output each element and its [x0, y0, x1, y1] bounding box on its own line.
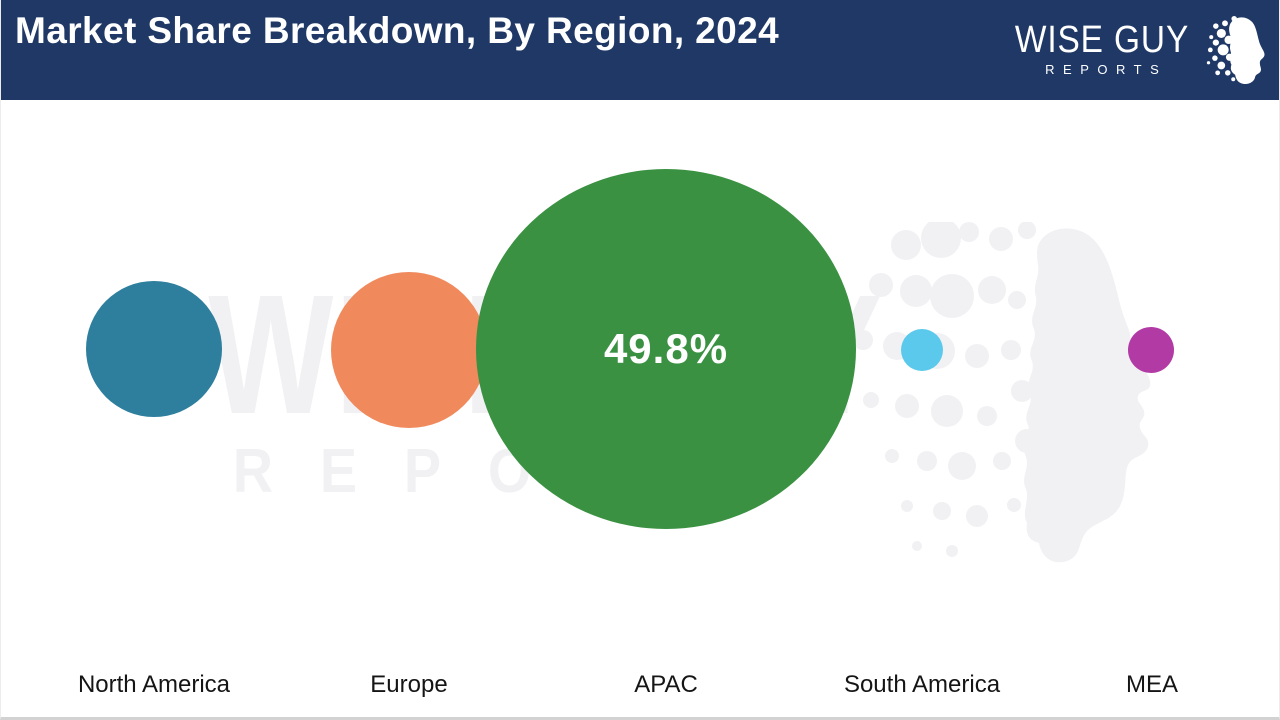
brand-name: WISE GUY: [1014, 18, 1190, 61]
brand-subtitle: REPORTS: [1045, 62, 1168, 78]
wise-guy-head-icon: [1206, 16, 1265, 85]
category-label-apac: APAC: [634, 671, 698, 698]
category-label-south-america: South America: [843, 671, 1001, 698]
bubble-europe[interactable]: [331, 272, 487, 428]
category-label-north-america: North America: [77, 671, 231, 698]
category-label-mea: MEA: [1125, 671, 1178, 698]
bubble-north-america[interactable]: [86, 281, 222, 417]
bubble-apac[interactable]: 49.8%: [476, 169, 856, 529]
header-bar: Market Share Breakdown, By Region, 2024 …: [1, 0, 1279, 100]
brand-logo: WISE GUY REPORTS: [1003, 10, 1269, 88]
bubble-mea[interactable]: [1128, 327, 1174, 373]
watermark-head-icon: [853, 222, 1151, 563]
bubble-chart: WISE GUY REPORTS: [1, 100, 1279, 717]
brand-logo-text: WISE GUY REPORTS: [1003, 18, 1201, 78]
category-label-europe: Europe: [370, 671, 448, 698]
apac-value-label: 49.8%: [603, 325, 729, 372]
bubble-south-america[interactable]: [901, 329, 943, 371]
page-title: Market Share Breakdown, By Region, 2024: [15, 10, 780, 51]
